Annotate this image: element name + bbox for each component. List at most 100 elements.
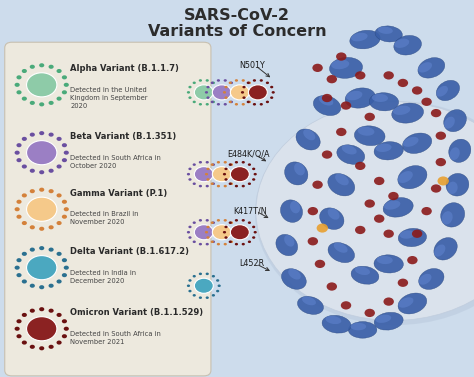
- Circle shape: [383, 71, 394, 80]
- Circle shape: [230, 81, 233, 84]
- Circle shape: [56, 279, 62, 284]
- Ellipse shape: [374, 312, 403, 330]
- Circle shape: [30, 169, 35, 173]
- Circle shape: [252, 86, 255, 88]
- Circle shape: [22, 279, 27, 284]
- Circle shape: [252, 97, 255, 99]
- Circle shape: [194, 167, 213, 182]
- Circle shape: [39, 102, 44, 106]
- Circle shape: [205, 91, 208, 93]
- Circle shape: [383, 297, 394, 306]
- Circle shape: [312, 64, 323, 72]
- Text: Gamma Variant (P.1): Gamma Variant (P.1): [70, 189, 167, 198]
- Ellipse shape: [375, 315, 391, 323]
- Circle shape: [308, 237, 318, 245]
- Circle shape: [241, 91, 244, 93]
- Circle shape: [188, 226, 191, 228]
- Ellipse shape: [403, 137, 419, 147]
- Circle shape: [64, 207, 69, 211]
- Ellipse shape: [402, 133, 432, 153]
- Circle shape: [64, 83, 69, 87]
- Circle shape: [228, 221, 232, 224]
- Circle shape: [188, 97, 191, 99]
- Ellipse shape: [328, 173, 355, 196]
- Ellipse shape: [329, 57, 363, 78]
- Ellipse shape: [350, 323, 366, 330]
- Circle shape: [212, 275, 215, 277]
- Circle shape: [48, 248, 54, 252]
- Text: Detected in South Africa in
October 2020: Detected in South Africa in October 2020: [70, 155, 161, 169]
- Circle shape: [254, 91, 257, 93]
- Circle shape: [412, 86, 422, 95]
- Circle shape: [199, 219, 202, 222]
- Ellipse shape: [331, 60, 349, 69]
- Circle shape: [199, 273, 202, 275]
- Circle shape: [248, 81, 251, 84]
- Circle shape: [355, 162, 365, 170]
- Circle shape: [22, 164, 27, 169]
- Ellipse shape: [326, 316, 341, 324]
- Circle shape: [188, 178, 191, 181]
- Circle shape: [234, 226, 237, 228]
- Circle shape: [17, 200, 22, 204]
- Ellipse shape: [284, 235, 294, 247]
- Circle shape: [30, 225, 35, 229]
- Circle shape: [206, 97, 210, 99]
- Circle shape: [431, 184, 441, 193]
- Circle shape: [374, 215, 384, 223]
- Ellipse shape: [398, 228, 427, 247]
- Circle shape: [218, 91, 221, 93]
- Circle shape: [308, 207, 318, 215]
- Circle shape: [216, 279, 219, 282]
- Circle shape: [224, 219, 227, 222]
- Circle shape: [62, 319, 67, 323]
- Ellipse shape: [446, 173, 469, 196]
- Ellipse shape: [276, 234, 298, 256]
- Circle shape: [224, 103, 227, 106]
- Text: SARS-CoV-2: SARS-CoV-2: [184, 8, 290, 23]
- Circle shape: [235, 161, 238, 164]
- Ellipse shape: [355, 126, 385, 146]
- Circle shape: [30, 284, 35, 288]
- Circle shape: [210, 81, 214, 84]
- Text: Omicron Variant (B.1.1.529): Omicron Variant (B.1.1.529): [70, 308, 203, 317]
- Circle shape: [355, 71, 365, 80]
- Circle shape: [217, 219, 220, 222]
- Circle shape: [56, 313, 62, 317]
- Circle shape: [327, 282, 337, 291]
- Ellipse shape: [334, 242, 347, 253]
- Circle shape: [22, 252, 27, 256]
- Circle shape: [218, 173, 221, 175]
- Circle shape: [224, 243, 227, 245]
- Circle shape: [322, 150, 332, 159]
- Circle shape: [48, 133, 54, 137]
- Circle shape: [254, 173, 257, 175]
- Circle shape: [64, 151, 69, 155]
- Circle shape: [230, 225, 249, 240]
- Circle shape: [223, 173, 226, 175]
- Ellipse shape: [444, 110, 466, 132]
- Ellipse shape: [294, 163, 305, 175]
- Circle shape: [62, 215, 67, 219]
- Circle shape: [224, 236, 228, 239]
- Ellipse shape: [290, 201, 300, 213]
- Circle shape: [192, 81, 196, 84]
- Circle shape: [212, 167, 231, 182]
- Circle shape: [234, 97, 237, 99]
- Circle shape: [56, 69, 62, 73]
- Circle shape: [15, 327, 20, 331]
- Ellipse shape: [313, 95, 341, 116]
- Ellipse shape: [284, 162, 308, 185]
- Circle shape: [199, 243, 202, 245]
- Circle shape: [187, 231, 190, 233]
- Circle shape: [192, 221, 196, 224]
- Circle shape: [336, 128, 346, 136]
- Text: K417T/N: K417T/N: [234, 207, 267, 216]
- Circle shape: [234, 168, 237, 170]
- Circle shape: [39, 246, 44, 250]
- Circle shape: [187, 91, 190, 93]
- Circle shape: [431, 109, 441, 117]
- Circle shape: [30, 309, 35, 313]
- Circle shape: [48, 65, 54, 69]
- Circle shape: [253, 79, 256, 82]
